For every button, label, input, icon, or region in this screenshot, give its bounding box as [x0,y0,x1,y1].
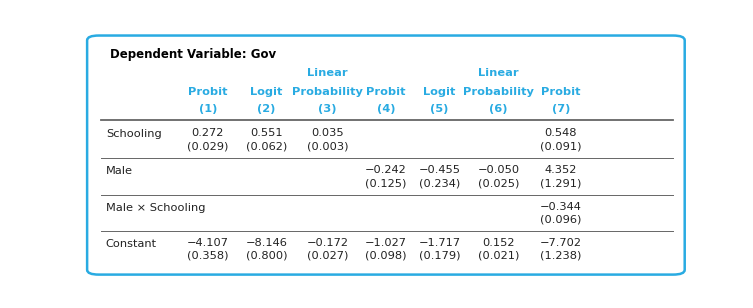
Text: Logit: Logit [423,87,456,96]
Text: (1): (1) [199,103,217,114]
Text: (0.179): (0.179) [419,251,460,261]
Text: (0.098): (0.098) [365,251,407,261]
Text: (0.003): (0.003) [306,141,349,151]
Text: (0.091): (0.091) [540,141,582,151]
Text: (0.125): (0.125) [365,179,407,188]
Text: 0.035: 0.035 [311,128,344,138]
Text: 0.152: 0.152 [482,238,515,248]
Text: (0.358): (0.358) [187,251,229,261]
Text: (4): (4) [376,103,395,114]
Text: Schooling: Schooling [105,129,162,139]
Text: Probit: Probit [188,87,227,96]
Text: −0.344: −0.344 [540,202,582,212]
Text: (0.096): (0.096) [541,215,581,225]
Text: Linear: Linear [307,68,348,78]
Text: (7): (7) [552,103,570,114]
Text: (0.029): (0.029) [187,141,229,151]
Text: −0.242: −0.242 [365,165,407,175]
Text: (0.234): (0.234) [419,179,460,188]
Text: Constant: Constant [105,239,157,249]
Text: −0.455: −0.455 [419,165,461,175]
Text: −1.027: −1.027 [365,238,407,248]
Text: (0.800): (0.800) [245,251,287,261]
Text: −7.702: −7.702 [540,238,582,248]
Text: 0.548: 0.548 [544,128,578,138]
Text: (0.027): (0.027) [307,251,348,261]
Text: 4.352: 4.352 [545,165,577,175]
Text: Probability: Probability [463,87,534,96]
Text: −8.146: −8.146 [245,238,287,248]
Text: 0.551: 0.551 [250,128,282,138]
Text: Probit: Probit [366,87,406,96]
Text: Male × Schooling: Male × Schooling [105,203,206,213]
Text: (3): (3) [319,103,337,114]
Text: −4.107: −4.107 [187,238,229,248]
Text: −1.717: −1.717 [419,238,461,248]
Text: −0.050: −0.050 [477,165,520,175]
Text: (5): (5) [431,103,449,114]
FancyBboxPatch shape [87,35,684,275]
Text: (0.062): (0.062) [245,141,287,151]
Text: (2): (2) [257,103,276,114]
Text: −0.172: −0.172 [306,238,349,248]
Text: (0.021): (0.021) [478,251,520,261]
Text: Dependent Variable: Gov: Dependent Variable: Gov [111,48,276,61]
Text: (0.025): (0.025) [478,179,520,188]
Text: (1.238): (1.238) [541,251,581,261]
Text: Linear: Linear [478,68,519,78]
Text: Male: Male [105,166,133,176]
Text: 0.272: 0.272 [192,128,224,138]
Text: Logit: Logit [250,87,282,96]
Text: (1.291): (1.291) [541,179,581,188]
Text: (6): (6) [489,103,508,114]
Text: Probability: Probability [292,87,363,96]
Text: Probit: Probit [541,87,581,96]
